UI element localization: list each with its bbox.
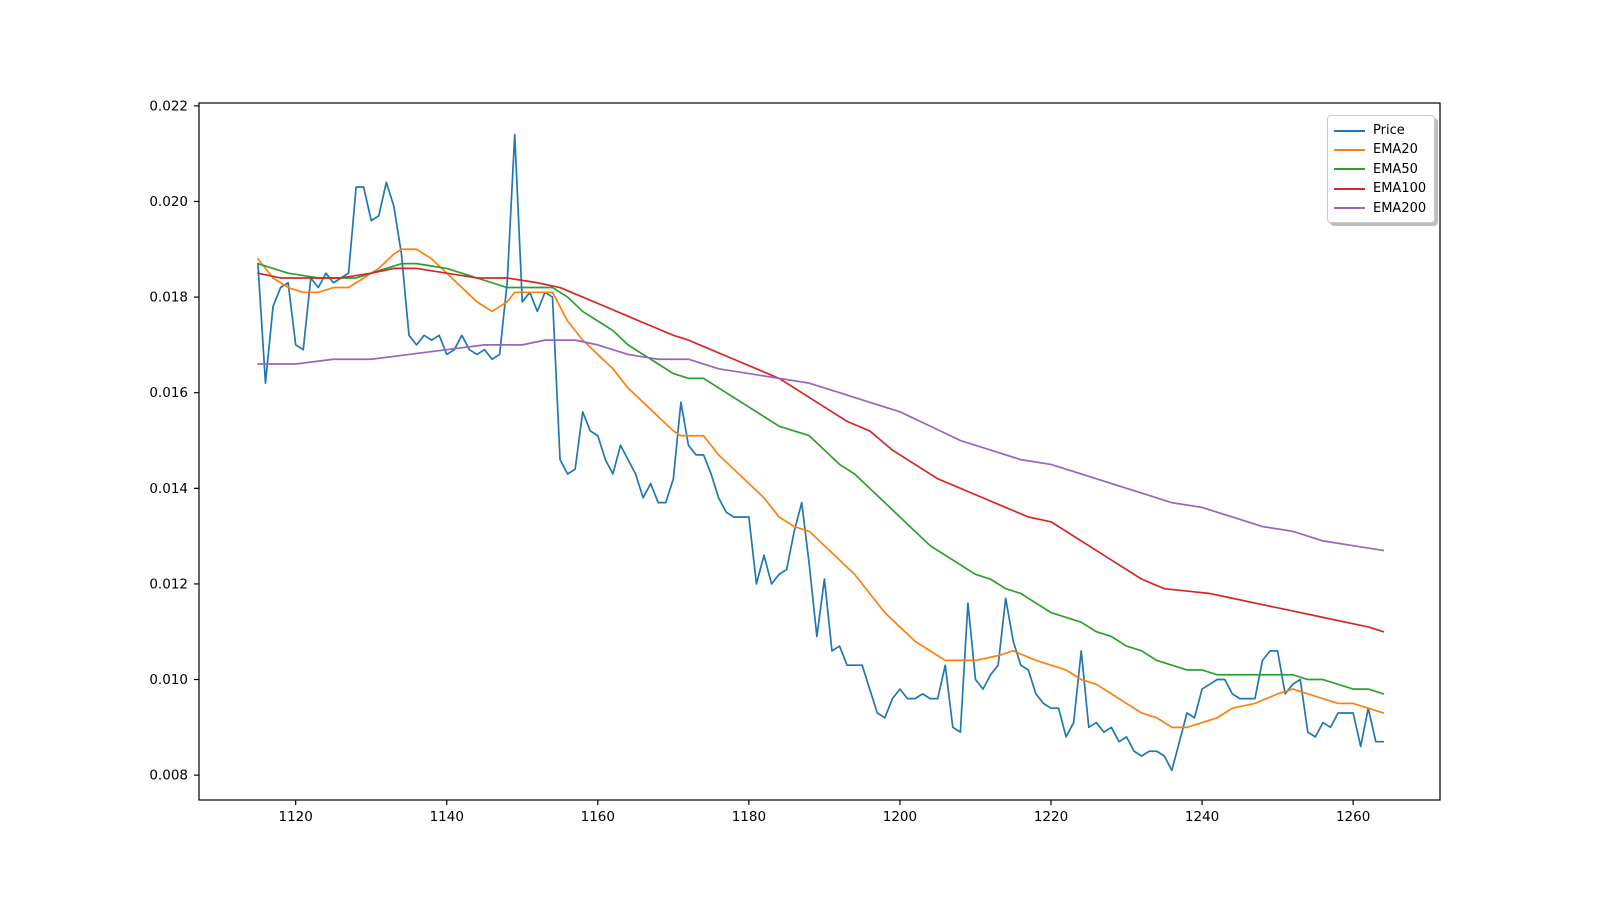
legend-label: EMA50 (1373, 161, 1418, 177)
y-tick-label: 0.010 (149, 672, 188, 688)
series-line-ema200 (257, 339, 1385, 552)
legend-line-swatch (1334, 187, 1365, 190)
x-tick-label: 1140 (430, 809, 464, 825)
legend-label: EMA100 (1373, 181, 1427, 197)
y-tick-label: 0.016 (149, 385, 188, 401)
series-line-ema50 (257, 262, 1385, 695)
legend-label: EMA20 (1373, 142, 1418, 158)
legend-line-swatch (1334, 207, 1365, 210)
legend-line-swatch (1334, 129, 1365, 132)
legend-line-swatch (1334, 149, 1365, 152)
legend-item-ema20: EMA20 (1334, 140, 1428, 159)
x-tick-label: 1220 (1034, 809, 1068, 825)
plot-area (199, 103, 1440, 800)
y-tick-label: 0.014 (149, 481, 188, 497)
y-tick-label: 0.012 (149, 576, 188, 592)
x-tick-label: 1160 (581, 809, 615, 825)
x-tick-label: 1240 (1185, 809, 1219, 825)
x-tick-label: 1200 (883, 809, 917, 825)
x-tick-label: 1180 (732, 809, 766, 825)
series-line-ema20 (257, 248, 1385, 729)
legend-item-ema200: EMA200 (1334, 199, 1428, 218)
y-tick-label: 0.022 (149, 98, 188, 114)
legend-item-ema100: EMA100 (1334, 179, 1428, 198)
series-line-price (257, 133, 1385, 772)
y-tick-label: 0.008 (149, 768, 188, 784)
x-tick-label: 1260 (1336, 809, 1370, 825)
legend-line-swatch (1334, 168, 1365, 171)
legend-label: Price (1373, 123, 1405, 138)
legend: Price EMA20 EMA50 EMA100 EMA200 (1327, 115, 1435, 223)
y-tick-label: 0.018 (149, 290, 188, 306)
y-tick-label: 0.020 (149, 194, 188, 210)
series-line-ema100 (257, 267, 1385, 633)
x-tick-label: 1120 (279, 809, 313, 825)
legend-item-ema50: EMA50 (1334, 160, 1428, 179)
axes-spines (198, 102, 1441, 801)
legend-item-price: Price (1334, 121, 1428, 140)
legend-label: EMA200 (1373, 200, 1427, 216)
